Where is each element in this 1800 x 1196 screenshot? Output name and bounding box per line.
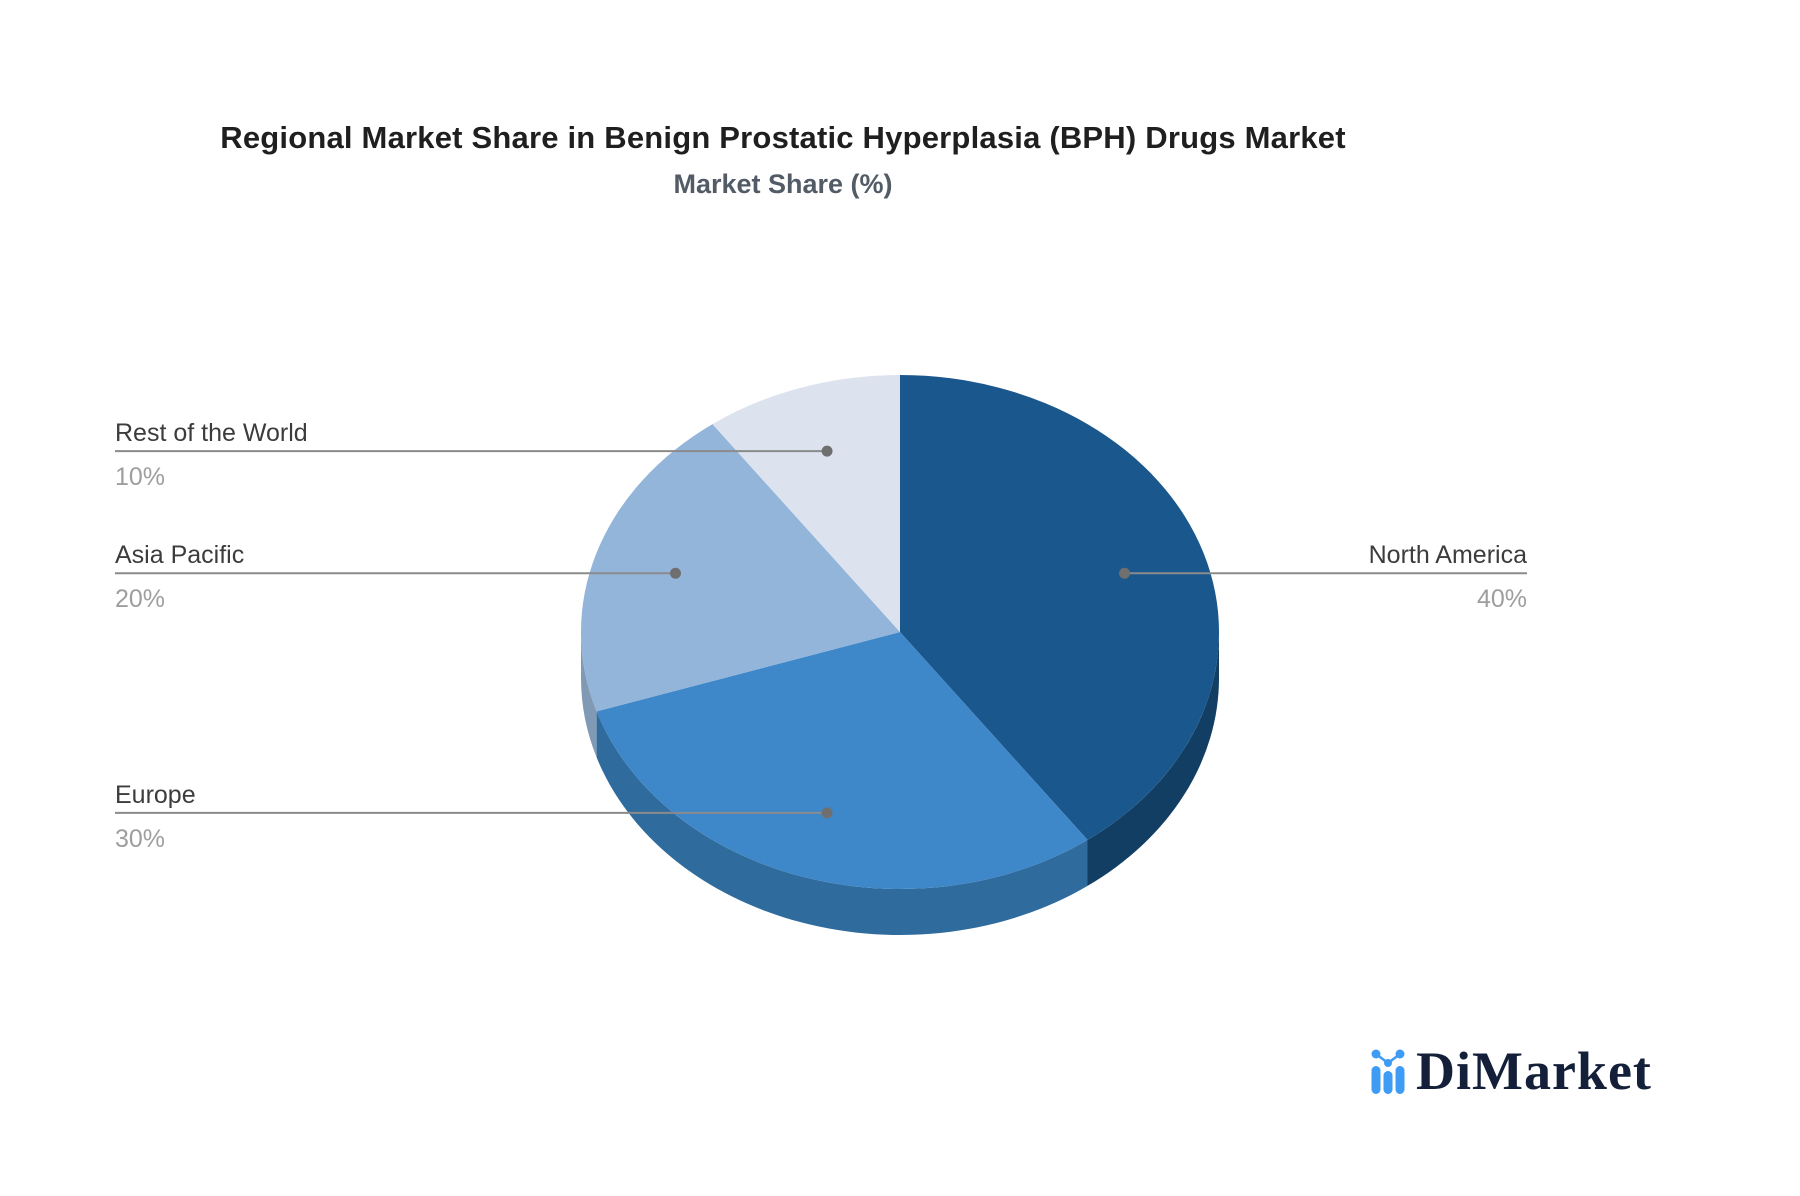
slice-label-asia-pacific: Asia Pacific bbox=[115, 541, 244, 569]
dimarket-logo[interactable]: DiMarket bbox=[1371, 1041, 1652, 1101]
slice-value-rest-of-the-world: 10% bbox=[115, 463, 165, 491]
slice-label-rest-of-the-world: Rest of the World bbox=[115, 419, 308, 447]
leader-dot-asia-pacific bbox=[669, 567, 681, 579]
slice-label-europe: Europe bbox=[115, 781, 196, 809]
slice-value-north-america: 40% bbox=[1477, 585, 1527, 613]
pie-slice-asia-pacific[interactable] bbox=[581, 424, 900, 712]
pie-slice-side-north-america bbox=[1087, 632, 1219, 886]
pie-slice-side-europe bbox=[596, 711, 1088, 935]
logo-wordmark: DiMarket bbox=[1416, 1041, 1652, 1101]
slice-value-asia-pacific: 20% bbox=[115, 585, 165, 613]
pie-depth-sides bbox=[581, 632, 1219, 935]
slice-value-europe: 30% bbox=[115, 825, 165, 853]
chart-title: Regional Market Share in Benign Prostati… bbox=[220, 120, 1346, 155]
leader-dot-north-america bbox=[1119, 567, 1131, 579]
bar-chart-with-trend-dots-icon bbox=[1371, 1049, 1405, 1094]
slice-label-north-america: North America bbox=[1369, 541, 1527, 569]
pie-slice-north-america[interactable] bbox=[900, 375, 1219, 840]
pie-slice-rest-of-the-world[interactable] bbox=[712, 375, 900, 632]
chart-subtitle: Market Share (%) bbox=[673, 169, 893, 199]
pie-slices bbox=[581, 375, 1219, 889]
slice-callouts: North America 40% Europe 30% Asia Pacific 20%… bbox=[115, 419, 1527, 853]
pie-slice-side-asia-pacific bbox=[581, 632, 597, 758]
leader-dot-europe bbox=[821, 807, 833, 819]
pie-slice-europe[interactable] bbox=[596, 632, 1088, 889]
leader-dot-rest-of-the-world bbox=[821, 445, 833, 457]
